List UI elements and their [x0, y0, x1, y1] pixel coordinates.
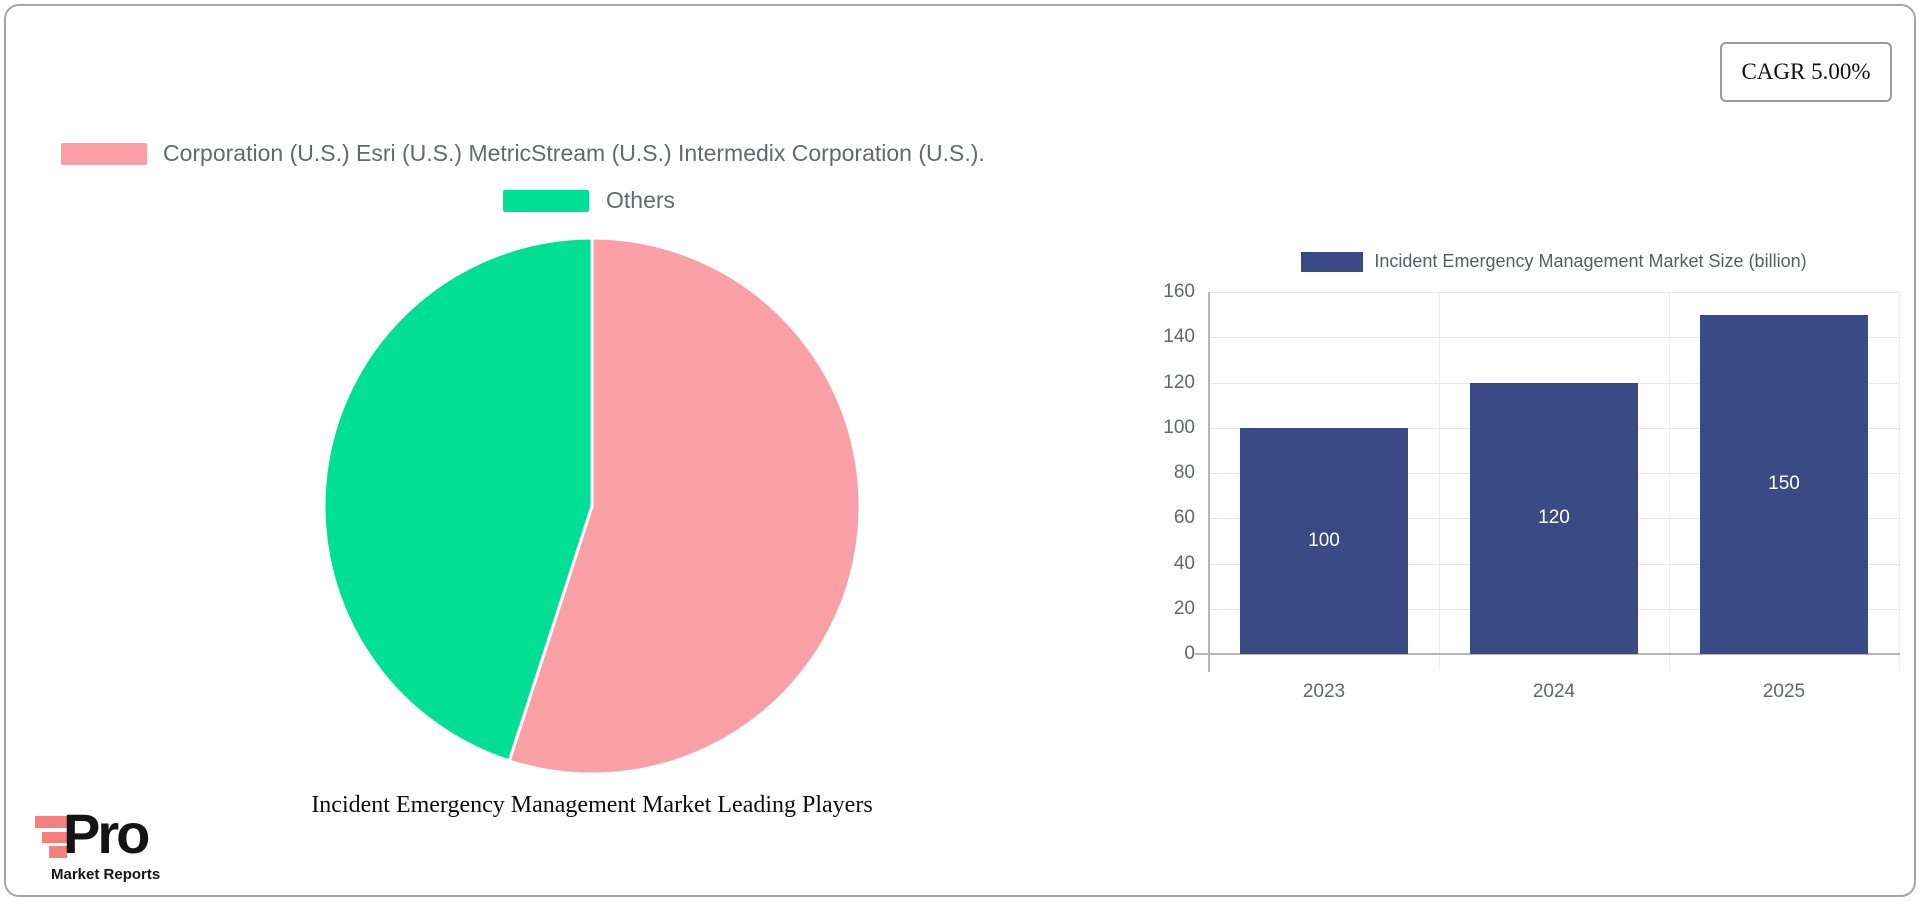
gridline-horizontal: [1209, 292, 1899, 293]
logo-bar-icon: [35, 816, 67, 828]
pie-legend-row-others: Others: [503, 187, 675, 214]
gridline-horizontal: [1209, 337, 1899, 339]
legend-label-others: Others: [606, 187, 676, 213]
bar-value-label: 150: [1768, 473, 1800, 495]
x-axis-category-label: 2025: [1762, 681, 1806, 702]
y-axis-tick-label: 80: [1173, 462, 1195, 483]
logo-bar-icon: [49, 846, 67, 858]
bar-2024: 120: [1470, 382, 1638, 654]
logo-bar-icon: [42, 832, 67, 843]
pie-chart: [322, 236, 862, 776]
y-axis-tick-label: 100: [1163, 416, 1195, 438]
y-axis-tick-label: 60: [1173, 507, 1195, 529]
legend-swatch-leading-players: [61, 142, 147, 165]
y-axis-tick-label: 140: [1163, 326, 1195, 348]
pro-market-reports-logo: Pro Market Reports: [30, 804, 210, 894]
y-axis-tick-label: 0: [1184, 643, 1195, 664]
x-axis-category-label: 2023: [1302, 681, 1346, 702]
pie-legend-row-leading-players: Corporation (U.S.) Esri (U.S.) MetricStr…: [61, 140, 985, 167]
pie-chart-title: Incident Emergency Management Market Lea…: [311, 792, 873, 818]
pie-slice-others: [322, 236, 594, 763]
cagr-badge: CAGR 5.00%: [1720, 42, 1892, 102]
bar-2025: 150: [1700, 314, 1868, 654]
bar-2023: 100: [1240, 427, 1408, 654]
y-axis-tick-label: 40: [1173, 552, 1195, 574]
x-axis-line: [1195, 653, 1900, 655]
gridline-vertical: [1899, 292, 1900, 670]
legend-swatch-market-size: [1301, 251, 1364, 272]
bar-legend: Incident Emergency Management Market Siz…: [1209, 251, 1899, 272]
report-frame: CAGR 5.00% Corporation (U.S.) Esri (U.S.…: [4, 4, 1916, 897]
y-axis-tick-label: 120: [1163, 371, 1195, 393]
gridline-vertical: [1439, 292, 1440, 670]
gridline-vertical: [1669, 292, 1670, 670]
y-axis-line: [1208, 292, 1210, 672]
bar-chart: 0 20 40 60 80 100 120 140 160 100 2023 120 2024 150 20…: [1163, 281, 1900, 702]
logo-title: Pro: [63, 802, 150, 865]
bar-value-label: 120: [1538, 507, 1570, 529]
legend-label-market-size: Incident Emergency Management Market Siz…: [1374, 251, 1807, 271]
legend-swatch-others: [503, 189, 589, 212]
x-axis-category-label: 2024: [1532, 681, 1576, 702]
cagr-label: CAGR 5.00%: [1741, 59, 1871, 84]
pie-slice-leading-players: [507, 236, 862, 776]
y-axis-tick-label: 20: [1173, 597, 1195, 619]
bar-value-label: 100: [1308, 529, 1340, 551]
logo-subtitle: Market Reports: [51, 866, 161, 883]
legend-label-leading-players: Corporation (U.S.) Esri (U.S.) MetricStr…: [163, 140, 985, 166]
y-axis-tick-label: 160: [1163, 281, 1195, 302]
